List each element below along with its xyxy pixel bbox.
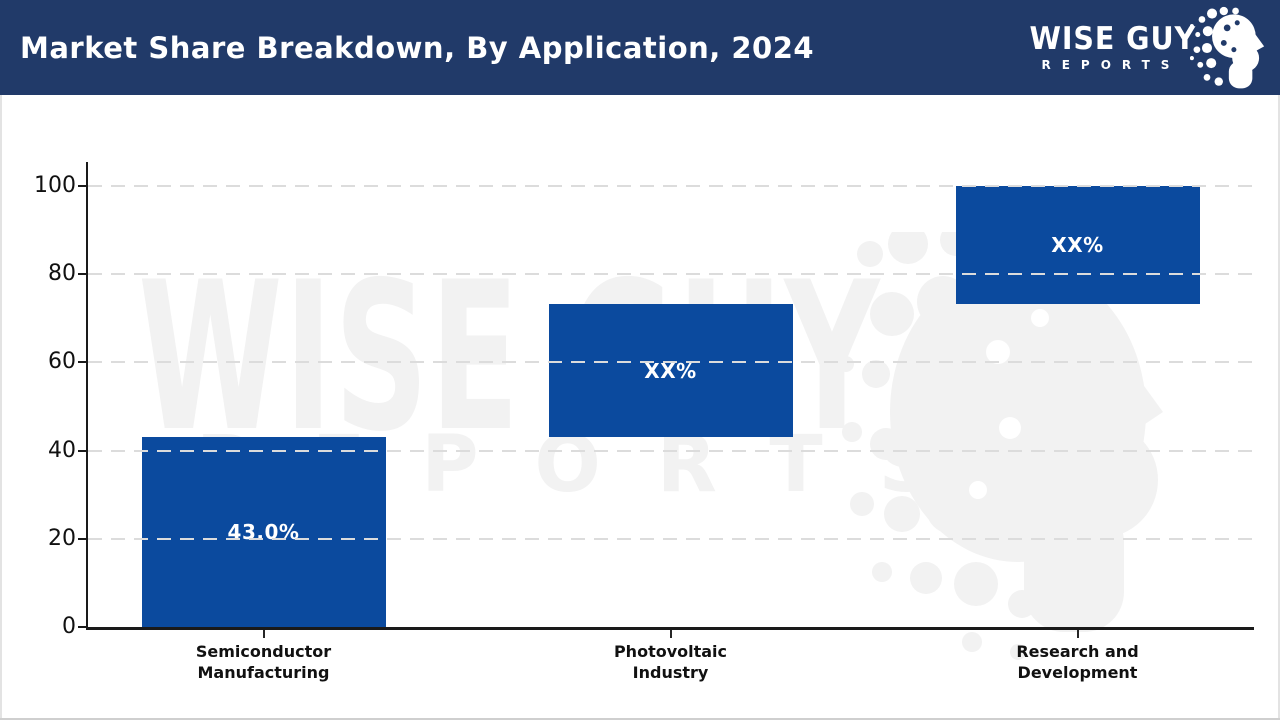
y-tick-mark [78, 273, 87, 276]
y-tick-mark [78, 449, 87, 452]
gridline-y-20 [88, 537, 1253, 540]
logo-face-icon [1190, 6, 1265, 88]
gridline-y-80 [88, 273, 1253, 276]
brand-logo: WISE GUY REPORTS [1015, 6, 1266, 90]
y-tick-label: 40 [48, 437, 76, 463]
y-tick-label: 80 [48, 261, 76, 287]
brand-logo-text: WISE GUY REPORTS [1015, 21, 1196, 72]
header-bar: Market Share Breakdown, By Application, … [0, 0, 1280, 95]
y-tick-mark [78, 626, 87, 628]
y-tick-mark [78, 185, 87, 187]
gridline-y-40 [88, 449, 1253, 452]
bar-research-and: XX% [955, 186, 1200, 305]
x-tick-mark [669, 630, 672, 638]
bar-value-label: 43.0% [227, 520, 300, 545]
bar-value-label: XX% [1051, 233, 1104, 258]
x-tick-mark [1076, 630, 1079, 638]
gridline-y-100 [88, 185, 1253, 187]
x-category-label: Semiconductor Manufacturing [195, 642, 332, 683]
x-axis [86, 627, 1254, 630]
y-tick-label: 60 [48, 349, 76, 375]
logo-wordmark: WISE GUY [1029, 21, 1196, 57]
bar-photovoltaic: XX% [548, 304, 793, 438]
y-tick-mark [78, 361, 87, 364]
gridline-y-60 [88, 361, 1253, 364]
x-category-label: Research and Development [1016, 642, 1139, 683]
bar-semiconductor: 43.0% [141, 437, 386, 627]
y-tick-label: 20 [48, 525, 76, 551]
x-tick-mark [262, 630, 265, 638]
y-tick-label: 0 [62, 614, 76, 639]
logo-subtext: REPORTS [1041, 58, 1181, 72]
page-title: Market Share Breakdown, By Application, … [20, 30, 815, 65]
y-axis [86, 162, 88, 629]
x-category-label: Photovoltaic Industry [613, 642, 728, 683]
y-tick-mark [78, 537, 87, 540]
y-tick-label: 100 [34, 173, 76, 198]
